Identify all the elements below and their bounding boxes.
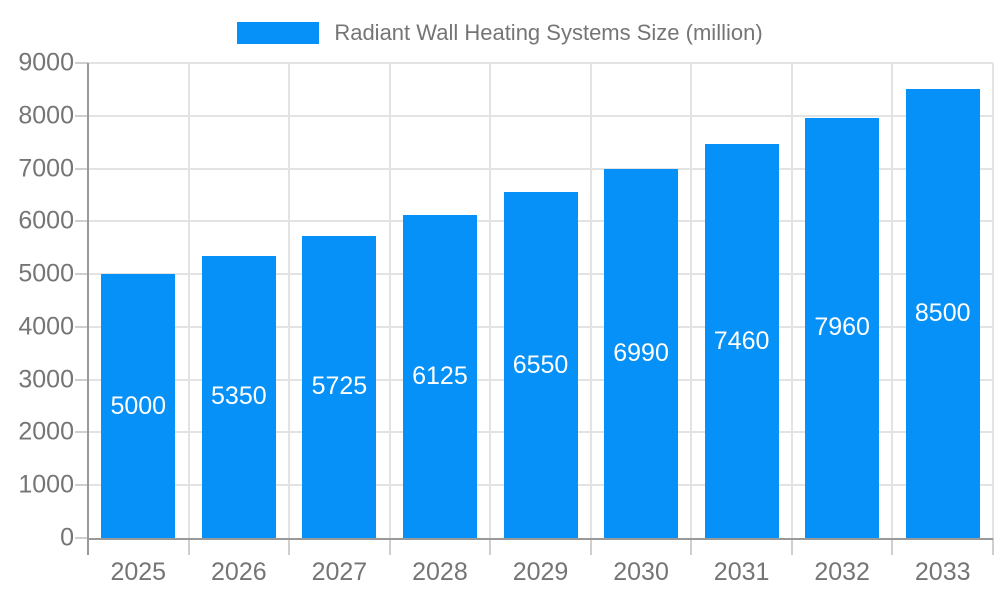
bar: 6125	[402, 214, 477, 538]
bar: 7460	[704, 144, 779, 538]
y-axis-labels: 0 1000 2000 3000 4000 5000 6000 7000 8000 9000	[0, 49, 74, 552]
x-gridline	[187, 63, 190, 538]
x-tick-label: 2027	[311, 558, 368, 586]
bar-value-label: 5725	[311, 372, 368, 401]
y-tick-label: 0	[60, 523, 74, 552]
x-tick	[288, 538, 291, 555]
x-tick-label: 2028	[412, 558, 468, 586]
bar: 5725	[302, 235, 377, 538]
x-tick-label: 2033	[914, 558, 971, 586]
chart-legend: Radiant Wall Heating Systems Size (milli…	[0, 20, 1000, 46]
x-tick-label: 2026	[211, 558, 267, 586]
y-tick	[75, 220, 88, 223]
y-axis-line	[87, 63, 89, 555]
bar: 5350	[201, 255, 276, 538]
y-tick-label: 5000	[18, 259, 74, 288]
bar: 6550	[503, 192, 578, 538]
x-gridline	[489, 63, 492, 538]
y-gridline	[88, 167, 993, 170]
bar-value-label: 6125	[412, 361, 468, 390]
x-tick-label: 2031	[713, 558, 770, 586]
x-tick	[891, 538, 894, 555]
x-tick-label: 2025	[110, 558, 167, 586]
y-tick	[75, 537, 88, 539]
x-tick	[690, 538, 693, 555]
y-tick	[75, 62, 88, 64]
plot-area: 5000 5350 5725 6125 6550 6990 7460 7960 8500	[75, 62, 994, 555]
y-tick	[75, 378, 88, 381]
x-gridline	[992, 63, 994, 538]
y-tick-label: 9000	[18, 48, 74, 77]
bar-value-label: 6550	[512, 350, 569, 379]
bar: 6990	[604, 169, 679, 538]
x-tick	[790, 538, 793, 555]
x-axis-labels: 2025 2026 2027 2028 2029 2030 2031 2032 2033	[88, 558, 993, 590]
x-tick	[489, 538, 492, 555]
y-tick	[75, 114, 88, 117]
y-tick-label: 4000	[18, 312, 74, 341]
bar-value-label: 5350	[211, 382, 267, 411]
y-tick-label: 6000	[18, 206, 74, 235]
y-tick	[75, 484, 88, 487]
bar-value-label: 7460	[713, 326, 770, 355]
x-gridline	[790, 63, 793, 538]
y-gridline	[88, 114, 993, 117]
y-tick-label: 1000	[18, 470, 74, 499]
x-tick	[992, 538, 994, 555]
x-tick	[388, 538, 391, 555]
x-axis-line	[88, 538, 993, 540]
y-gridline	[88, 62, 993, 64]
y-tick-label: 8000	[18, 101, 74, 130]
x-gridline	[589, 63, 592, 538]
y-tick-label: 2000	[18, 417, 74, 446]
x-gridline	[891, 63, 894, 538]
y-tick	[75, 273, 88, 276]
x-gridline	[690, 63, 693, 538]
y-tick-label: 7000	[18, 154, 74, 183]
bar-value-label: 6990	[613, 339, 669, 368]
y-tick	[75, 167, 88, 170]
x-tick	[589, 538, 592, 555]
x-tick-label: 2032	[814, 558, 870, 586]
y-tick	[75, 325, 88, 328]
legend-swatch	[237, 22, 320, 44]
y-tick-label: 3000	[18, 365, 74, 394]
bar: 5000	[101, 274, 176, 538]
x-gridline	[288, 63, 291, 538]
x-tick-label: 2030	[613, 558, 669, 586]
bar-value-label: 8500	[914, 299, 971, 328]
x-gridline	[388, 63, 391, 538]
x-tick	[187, 538, 190, 555]
legend-label: Radiant Wall Heating Systems Size (milli…	[334, 20, 763, 45]
bar: 7960	[805, 117, 880, 538]
x-tick-label: 2029	[512, 558, 569, 586]
bar: 8500	[905, 89, 980, 538]
bar-value-label: 7960	[814, 313, 870, 342]
y-tick	[75, 431, 88, 434]
bar-value-label: 5000	[110, 391, 167, 420]
